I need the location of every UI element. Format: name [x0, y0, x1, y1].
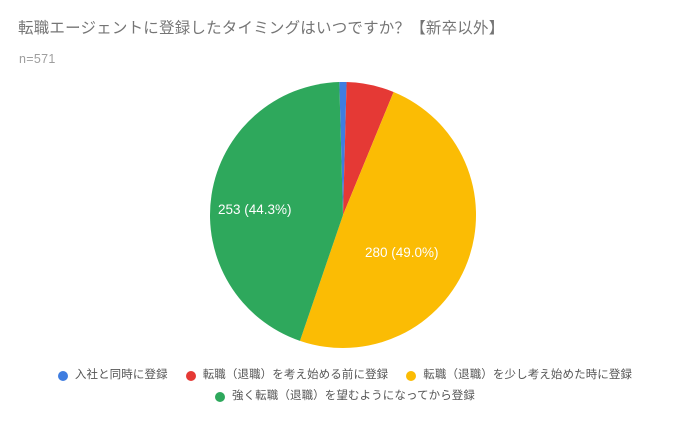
legend-item-label: 入社と同時に登録	[74, 368, 168, 381]
legend-item[interactable]: 強く転職（退職）を望むようになってから登録	[214, 389, 476, 403]
pie-slice[interactable]	[209, 82, 343, 341]
pie-slice[interactable]	[339, 82, 347, 216]
pie-slice[interactable]	[343, 82, 394, 215]
legend-item[interactable]: 転職（退職）を考え始める前に登録	[185, 368, 389, 382]
pie-svg	[209, 82, 477, 349]
chart-legend: 入社と同時に登録 転職（退職）を考え始める前に登録 転職（退職）を少し考え始めた時に…	[0, 365, 690, 407]
legend-item-label: 強く転職（退職）を望むようになってから登録	[231, 389, 476, 402]
legend-row-2: 強く転職（退職）を望むようになってから登録	[0, 386, 690, 407]
chart-title: 転職エージェントに登録したタイミングはいつですか？【新卒以外】	[18, 20, 505, 37]
legend-item[interactable]: 転職（退職）を少し考え始めた時に登録	[406, 368, 633, 382]
legend-item[interactable]: 入社と同時に登録	[57, 368, 168, 382]
pie-slice[interactable]	[299, 91, 477, 349]
pie-graphic: 253 (44.3%) 280 (49.0%)	[209, 82, 477, 349]
legend-swatch-circle-icon	[406, 370, 417, 381]
legend-item-label: 転職（退職）を少し考え始めた時に登録	[423, 368, 633, 381]
pie-slice-group	[209, 82, 477, 349]
chart-sample-size: n=571	[19, 52, 56, 66]
legend-swatch-circle-icon	[214, 391, 225, 402]
legend-row-1: 入社と同時に登録 転職（退職）を考え始める前に登録 転職（退職）を少し考え始めた時に…	[0, 365, 690, 386]
legend-swatch-circle-icon	[185, 370, 196, 381]
legend-swatch-circle-icon	[57, 370, 68, 381]
pie-plot-area: 253 (44.3%) 280 (49.0%)	[209, 82, 477, 349]
legend-item-label: 転職（退職）を考え始める前に登録	[202, 368, 389, 381]
